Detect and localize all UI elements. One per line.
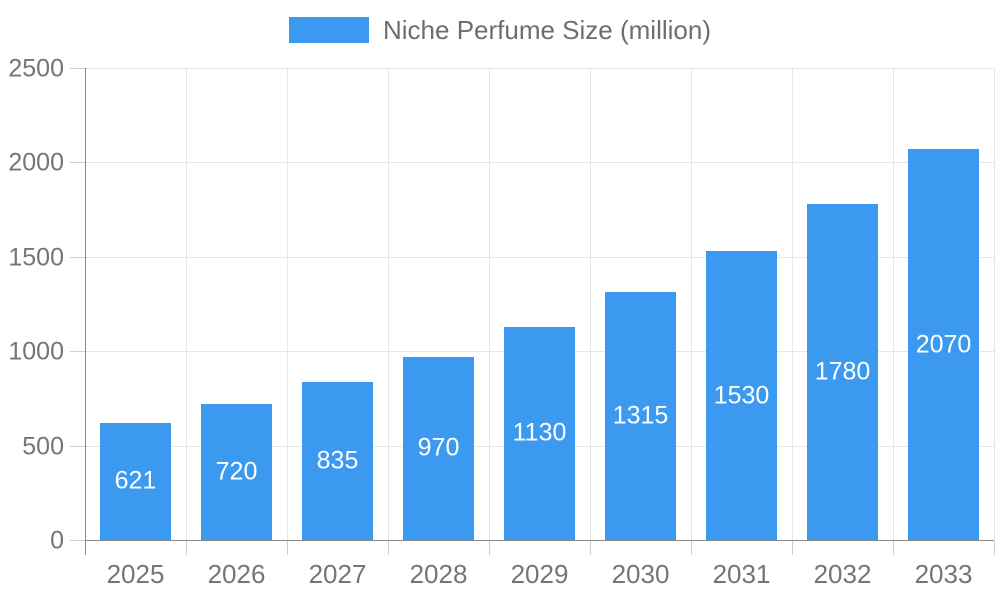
bar[interactable] [806,203,879,540]
x-axis-tick [792,540,793,555]
x-axis-label: 2031 [712,559,771,589]
bar[interactable] [503,326,576,540]
v-gridline [691,68,692,540]
legend[interactable]: Niche Perfume Size (million) [0,17,1000,43]
x-axis-line [85,540,994,541]
x-axis-tick [388,540,389,555]
x-axis-label: 2026 [207,559,266,589]
y-axis-label: 500 [22,432,64,461]
v-gridline [792,68,793,540]
x-axis-tick [590,540,591,555]
bar-value-label: 2070 [915,330,972,359]
h-gridline [85,162,994,164]
bar-value-label: 720 [215,457,258,486]
bar[interactable] [402,356,475,540]
bar-value-label: 1530 [713,381,770,410]
y-axis-label: 1500 [8,243,64,272]
x-axis-label: 2033 [914,559,973,589]
x-axis-label: 2025 [106,559,165,589]
x-axis-label: 2029 [510,559,569,589]
x-axis-label: 2032 [813,559,872,589]
y-axis-line [85,68,86,555]
bar[interactable] [200,404,273,540]
y-axis-tick [70,445,85,447]
bar[interactable] [705,251,778,540]
v-gridline [186,68,187,540]
x-axis-tick [691,540,692,555]
bar[interactable] [301,382,374,540]
x-axis-tick [287,540,288,555]
x-axis-tick [186,540,187,555]
bar[interactable] [907,149,980,540]
x-axis-tick [994,540,995,555]
v-gridline [287,68,288,540]
y-axis-label: 2000 [8,148,64,177]
bar-value-label: 1780 [814,357,871,386]
y-axis-tick [70,68,85,69]
bar-value-label: 970 [417,433,460,462]
bar-value-label: 1315 [612,401,669,430]
x-axis-tick [893,540,894,555]
bar-value-label: 1130 [512,418,567,447]
v-gridline [893,68,894,540]
bar-value-label: 621 [114,466,157,495]
bar[interactable] [99,422,172,540]
v-gridline [590,68,591,540]
h-gridline [85,256,994,258]
y-axis-tick [70,540,85,541]
y-axis-tick [70,256,85,258]
x-axis-label: 2028 [409,559,468,589]
x-axis-label: 2030 [611,559,670,589]
x-axis-tick [489,540,490,555]
x-axis-label: 2027 [308,559,367,589]
bar[interactable] [604,291,677,540]
y-axis-tick [70,162,85,164]
h-gridline [85,68,994,69]
v-gridline [388,68,389,540]
v-gridline [489,68,490,540]
y-axis-tick [70,351,85,353]
y-axis-label: 0 [50,526,64,555]
legend-swatch-icon [289,17,369,43]
bar-value-label: 835 [316,446,359,475]
y-axis-label: 1000 [8,337,64,366]
legend-label: Niche Perfume Size (million) [383,15,711,45]
y-axis-label: 2500 [8,54,64,83]
v-gridline [994,68,995,540]
